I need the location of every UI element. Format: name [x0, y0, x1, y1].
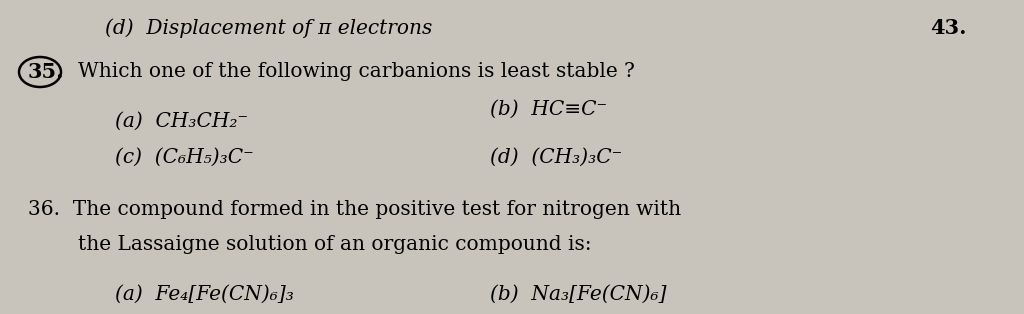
Text: 35.: 35.	[28, 62, 65, 82]
Text: (a)  CH₃CH₂⁻: (a) CH₃CH₂⁻	[115, 112, 248, 131]
Text: 36.  The compound formed in the positive test for nitrogen with: 36. The compound formed in the positive …	[28, 200, 681, 219]
Text: (d)  (CH₃)₃C⁻: (d) (CH₃)₃C⁻	[490, 148, 623, 167]
Text: (a)  Fe₄[Fe(CN)₆]₃: (a) Fe₄[Fe(CN)₆]₃	[115, 285, 294, 304]
Text: the Lassaigne solution of an organic compound is:: the Lassaigne solution of an organic com…	[78, 235, 592, 254]
Text: 43.: 43.	[930, 18, 967, 38]
Text: (b)  Na₃[Fe(CN)₆]: (b) Na₃[Fe(CN)₆]	[490, 285, 667, 304]
Text: (c)  (C₆H₅)₃C⁻: (c) (C₆H₅)₃C⁻	[115, 148, 254, 167]
Text: (b)  HC≡C⁻: (b) HC≡C⁻	[490, 100, 607, 119]
Text: (d)  Displacement of π electrons: (d) Displacement of π electrons	[105, 18, 432, 38]
Text: Which one of the following carbanions is least stable ?: Which one of the following carbanions is…	[78, 62, 635, 81]
